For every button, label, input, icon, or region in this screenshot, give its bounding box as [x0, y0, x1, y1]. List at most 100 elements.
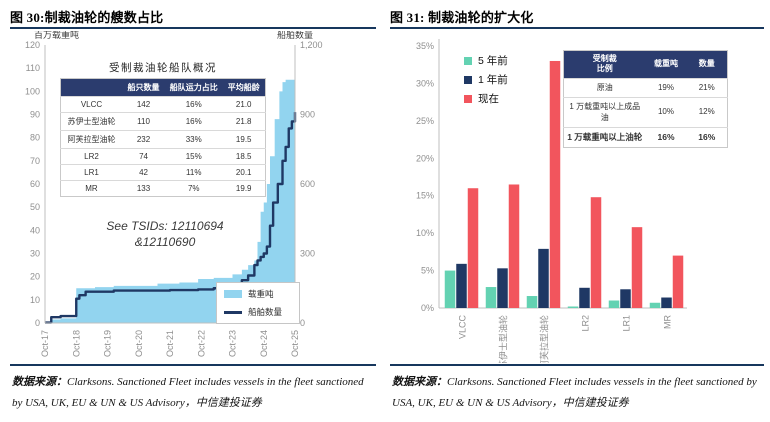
fleet-table-row: MR 133 7% 19.9 [60, 180, 266, 197]
legend-label-vessel-count: 船舶数量 [248, 307, 283, 317]
right-axis-title: 船舶数量 [277, 31, 313, 40]
bar-chart-legend: 5 年前 1 年前 现在 [464, 53, 508, 106]
legend-item-vessel-count: 船舶数量 [224, 306, 292, 318]
tsid-annotation: See TSIDs: 12110694 &12110690 [70, 218, 260, 250]
fleet-table-cell: 142 [122, 96, 166, 113]
legend-label-1yr: 1 年前 [478, 74, 508, 86]
fleet-table-cell: 16% [165, 112, 223, 131]
x-axis-tick-label: Oct-20 [134, 330, 144, 357]
y-axis-tick-label: 10% [416, 228, 434, 238]
fleet-table-row: 阿芙拉型油轮 232 33% 19.5 [60, 130, 266, 149]
bar-5 年前-VLCC [444, 270, 456, 308]
bar-现在-苏伊士型油轮 [508, 184, 520, 308]
y-axis-tick-label: 0% [421, 303, 434, 313]
figure-31: 图 31: 制裁油轮的扩大化 35% 30% 25% 20% 15% 10% 5% 0% VLC… [390, 6, 764, 418]
figure-31-caption-divider [390, 364, 764, 366]
right-axis-tick-label: 600 [300, 179, 315, 189]
fleet-table-cell: 33% [165, 130, 223, 149]
bar-1 年前-苏伊士型油轮 [497, 268, 508, 308]
fleet-table-title: 受制裁油轮船队概况 [109, 62, 217, 74]
bar-5 年前-阿芙拉型油轮 [526, 296, 538, 308]
ratio-table-cell: 19% [645, 77, 687, 98]
fleet-header-blank [60, 78, 122, 97]
fleet-table-row: 苏伊士型油轮 110 16% 21.8 [60, 112, 266, 131]
legend-label-dwt: 载重吨 [248, 289, 274, 299]
right-axis-tick-label: 1,200 [300, 40, 323, 50]
fleet-table-cell: MR [60, 180, 122, 197]
y-axis-tick-label: 35% [416, 41, 434, 51]
left-axis-tick-label: 90 [30, 110, 40, 120]
y-axis-tick-label: 30% [416, 78, 434, 88]
legend-label-now: 现在 [478, 93, 499, 105]
fleet-table-row: LR2 74 15% 18.5 [60, 148, 266, 165]
bar-现在-MR [672, 255, 684, 308]
figure-31-source-caption: 数据来源：Clarksons. Sanctioned Fleet include… [392, 372, 764, 415]
ratio-header-category: 受制裁 比例 [563, 50, 646, 79]
ratio-header-count: 数量 [686, 50, 728, 79]
legend-item-dwt: 载重吨 [224, 288, 292, 300]
category-label: LR1 [622, 315, 632, 332]
y-axis-tick-label: 5% [421, 266, 434, 276]
bar-5 年前-MR [649, 302, 661, 308]
ratio-table-row: 原油 19% 21% [563, 77, 728, 98]
right-axis-tick-label: 0 [300, 318, 305, 328]
ratio-table-cell: 16% [645, 126, 687, 148]
dwt-area-swatch [224, 290, 242, 298]
bar-1 年前-MR [661, 297, 672, 308]
fleet-table-cell: 11% [165, 164, 223, 181]
fleet-table-cell: LR2 [60, 148, 122, 165]
y-axis-tick-label: 20% [416, 153, 434, 163]
fleet-table-cell: 21.8 [222, 112, 266, 131]
source-label: 数据来源： [392, 376, 447, 388]
right-axis-tick-label: 300 [300, 249, 315, 259]
bar-1 年前-LR2 [579, 287, 590, 308]
figure-31-title: 图 31: 制裁油轮的扩大化 [390, 10, 534, 25]
bar-现在-LR1 [631, 227, 643, 308]
fleet-header-ship-count: 船只数量 [122, 78, 166, 97]
category-label: MR [663, 315, 673, 329]
figure-30-title-divider [10, 27, 376, 29]
ratio-table-cell: 16% [686, 126, 728, 148]
x-axis-tick-label: Oct-22 [196, 330, 206, 357]
category-label: 阿芙拉型油轮 [539, 315, 550, 363]
left-axis-tick-label: 80 [30, 133, 40, 143]
bar-1 年前-LR1 [620, 289, 631, 308]
fleet-table-cell: 110 [122, 112, 166, 131]
bar-1 年前-VLCC [456, 263, 467, 308]
category-label: LR2 [581, 315, 591, 332]
bar-1 年前-阿芙拉型油轮 [538, 248, 549, 308]
legend-label-5yr: 5 年前 [478, 55, 508, 67]
ratio-table-row: 1 万载重吨以上油轮 16% 16% [563, 126, 728, 148]
x-axis-tick-label: Oct-23 [228, 330, 238, 357]
fleet-table-header-row: 船只数量 船队运力占比 平均船龄 [60, 78, 266, 97]
fleet-table-row: LR1 42 11% 20.1 [60, 164, 266, 181]
left-axis-tick-label: 40 [30, 225, 40, 235]
x-axis-tick-label: Oct-19 [103, 330, 113, 357]
x-axis-tick-label: Oct-24 [259, 330, 269, 357]
tsid-annotation-line1: See TSIDs: 12110694 [106, 219, 224, 233]
legend-item-5yr: 5 年前 [464, 53, 508, 68]
x-axis-tick-label: Oct-21 [165, 330, 175, 357]
legend-item-now: 现在 [464, 91, 508, 106]
fleet-table-cell: 133 [122, 180, 166, 197]
ratio-table-header-row: 受制裁 比例 载重吨 数量 [563, 50, 728, 79]
fleet-header-capacity-share: 船队运力占比 [165, 78, 223, 97]
y-axis-tick-label: 15% [416, 191, 434, 201]
figure-30-source-caption: 数据来源：Clarksons. Sanctioned Fleet include… [12, 372, 376, 415]
fleet-table-cell: 苏伊士型油轮 [60, 112, 122, 131]
vessel-count-line-swatch [224, 310, 242, 314]
series-5yr-swatch [464, 56, 472, 65]
figure-30-title: 图 30:制裁油轮的艘数占比 [10, 10, 164, 25]
vessel-count-line-series [45, 112, 297, 324]
fleet-table-cell: VLCC [60, 96, 122, 113]
legend-item-1yr: 1 年前 [464, 72, 508, 87]
fleet-table-cell: 阿芙拉型油轮 [60, 130, 122, 149]
category-label: VLCC [458, 315, 468, 340]
y-axis-tick-label: 25% [416, 116, 434, 126]
fleet-table-cell: 232 [122, 130, 166, 149]
sanction-expansion-bar-chart: 35% 30% 25% 20% 15% 10% 5% 0% VLCC 苏伊士型油轮 阿芙拉型油轮 LR… [416, 39, 687, 363]
left-axis-tick-label: 30 [30, 249, 40, 259]
left-axis-tick-label: 120 [25, 40, 40, 50]
ratio-table-cell: 1 万载重吨以上成品油 [563, 97, 646, 128]
